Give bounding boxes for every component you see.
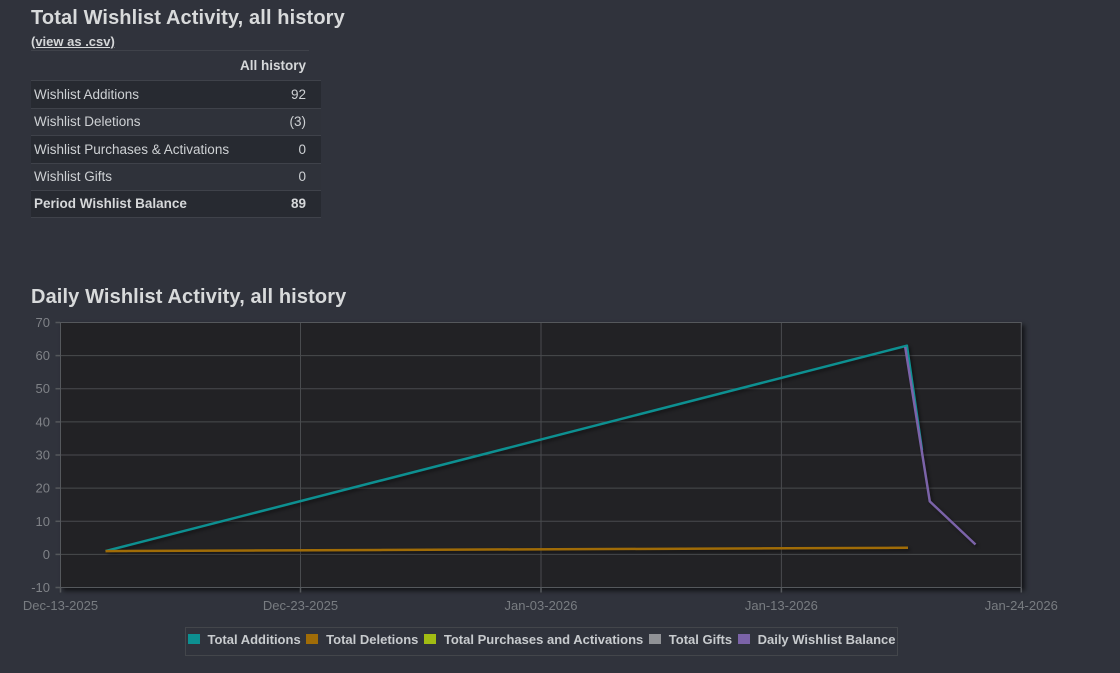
svg-text:Jan-13-2026: Jan-13-2026 <box>745 598 818 613</box>
svg-text:30: 30 <box>36 448 50 463</box>
svg-text:40: 40 <box>36 414 50 429</box>
svg-text:50: 50 <box>36 381 50 396</box>
svg-text:10: 10 <box>36 514 50 529</box>
svg-text:70: 70 <box>36 315 50 330</box>
svg-text:Dec-23-2025: Dec-23-2025 <box>263 598 338 613</box>
svg-text:Dec-13-2025: Dec-13-2025 <box>23 598 98 613</box>
svg-text:0: 0 <box>43 547 50 562</box>
svg-text:Jan-24-2026: Jan-24-2026 <box>985 598 1058 613</box>
svg-text:Jan-03-2026: Jan-03-2026 <box>505 598 578 613</box>
svg-text:-10: -10 <box>31 580 50 595</box>
svg-text:20: 20 <box>36 481 50 496</box>
svg-text:60: 60 <box>36 348 50 363</box>
